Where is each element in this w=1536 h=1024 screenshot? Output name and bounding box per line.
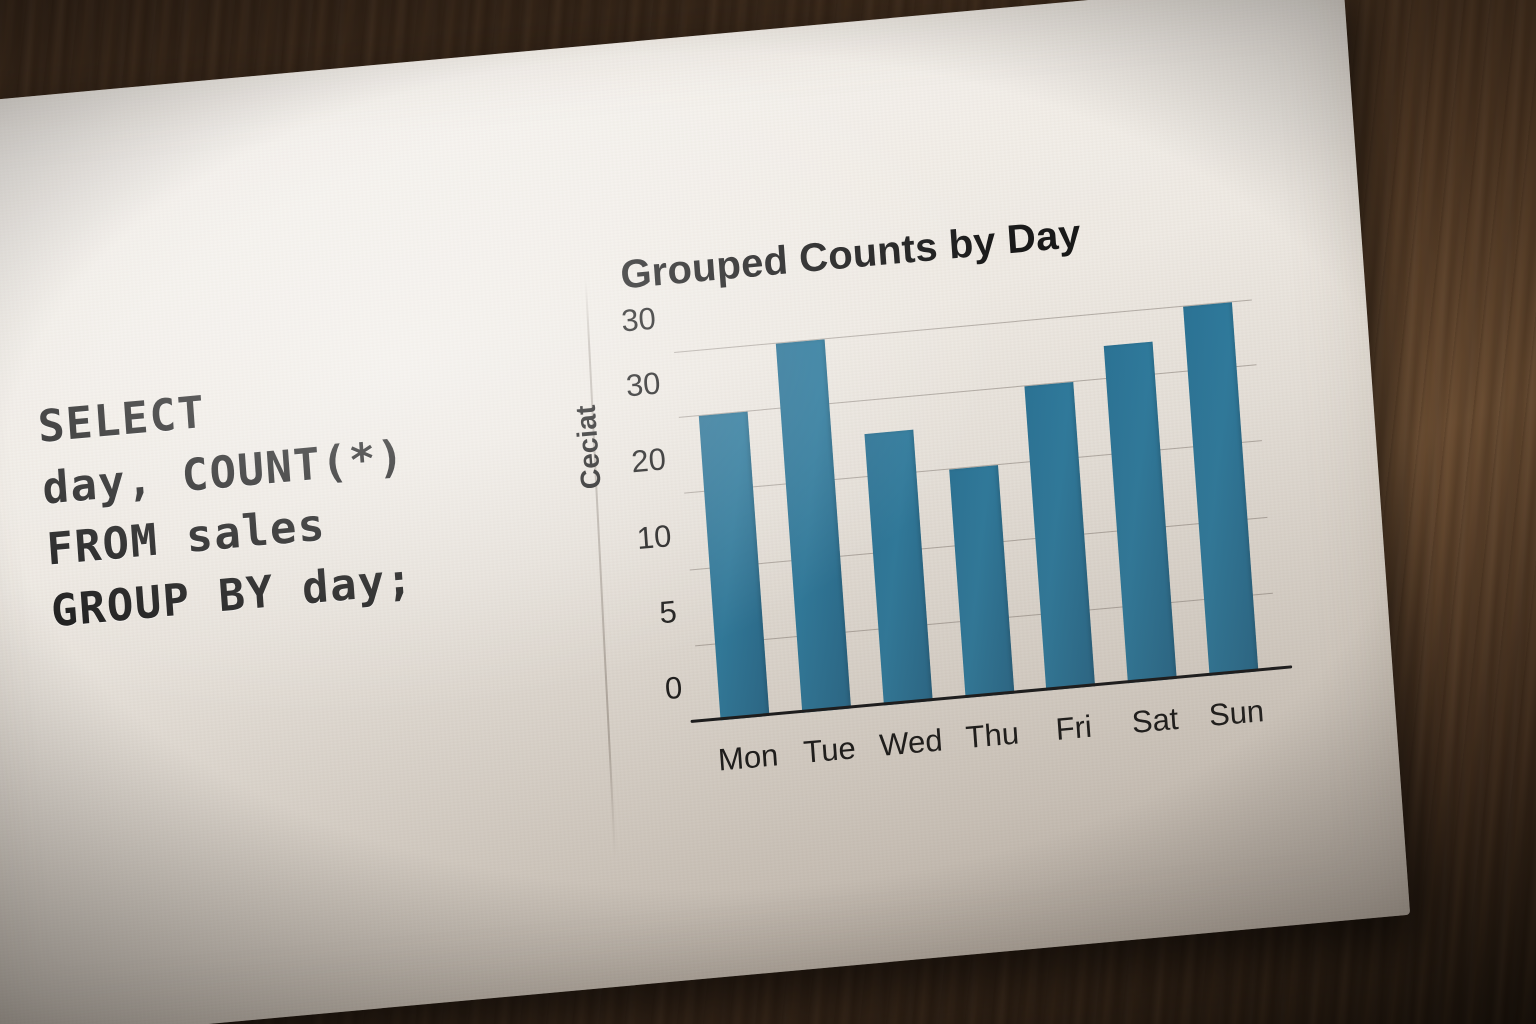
- printed-card: SELECT day, COUNT(*) FROM sales GROUP BY…: [0, 0, 1422, 1024]
- x-axis-tick-label: Thu: [964, 715, 1021, 756]
- bar-series: Mon Tue Wed Thu Fri Sat Sun: [673, 279, 1279, 778]
- sql-snippet: SELECT day, COUNT(*) FROM sales GROUP BY…: [36, 350, 571, 643]
- y-axis-tick-label: 5: [658, 593, 678, 631]
- x-axis-tick-label: Sat: [1130, 700, 1180, 741]
- x-axis-tick-label: Sun: [1207, 693, 1266, 733]
- bar: [775, 339, 852, 713]
- bar: [1103, 342, 1177, 684]
- x-axis-tick-label: Mon: [716, 737, 780, 778]
- x-axis-tick-label: Wed: [878, 722, 944, 763]
- y-axis-label: Ceciat: [569, 403, 607, 491]
- y-axis-tick-label: 30: [624, 365, 662, 404]
- x-axis-tick-label: Fri: [1054, 708, 1093, 747]
- y-axis-tick-label: 10: [635, 517, 673, 556]
- x-axis-tick-label: Tue: [802, 730, 857, 770]
- bar: [699, 411, 770, 721]
- bar: [1024, 382, 1096, 691]
- card-surface: SELECT day, COUNT(*) FROM sales GROUP BY…: [0, 0, 1411, 1024]
- y-axis-tick-label: 20: [630, 441, 668, 480]
- bar-chart: Grouped Counts by Day 30 30 20 10 5 0 Ceciat …: [570, 177, 1350, 843]
- bar: [864, 429, 933, 706]
- chart-title: Grouped Counts by Day: [618, 211, 1083, 298]
- bar: [948, 465, 1014, 699]
- plot-area: 30 30 20 10 5 0 Ceciat Mon Tue Wed Thu Fri Sat Sun: [570, 279, 1293, 778]
- y-axis-tick-label: 30: [620, 300, 657, 339]
- bar: [1182, 302, 1259, 676]
- y-axis-tick-label: 0: [663, 669, 684, 707]
